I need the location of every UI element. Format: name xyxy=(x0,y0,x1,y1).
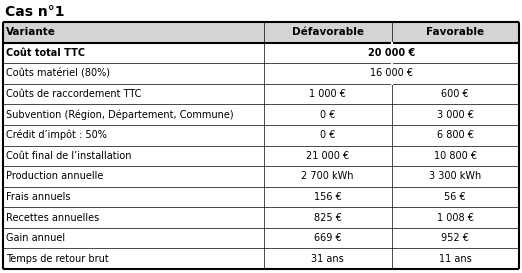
Text: 6 800 €: 6 800 € xyxy=(437,130,473,140)
Bar xyxy=(3,187,519,207)
Text: 600 €: 600 € xyxy=(442,89,469,99)
Text: 0 €: 0 € xyxy=(320,130,335,140)
Text: 20 000 €: 20 000 € xyxy=(367,48,415,58)
Text: Frais annuels: Frais annuels xyxy=(6,192,70,202)
Bar xyxy=(3,104,519,125)
Text: 156 €: 156 € xyxy=(314,192,341,202)
Text: 16 000 €: 16 000 € xyxy=(370,69,413,78)
Bar xyxy=(3,248,519,269)
Text: Défavorable: Défavorable xyxy=(292,27,363,37)
Text: Coût total TTC: Coût total TTC xyxy=(6,48,85,58)
Text: Variante: Variante xyxy=(6,27,56,37)
Bar xyxy=(3,43,519,63)
Text: 11 ans: 11 ans xyxy=(439,254,472,264)
Text: Cas n°1: Cas n°1 xyxy=(5,5,65,19)
Text: 56 €: 56 € xyxy=(444,192,466,202)
Text: 3 300 kWh: 3 300 kWh xyxy=(429,171,481,181)
Text: 10 800 €: 10 800 € xyxy=(434,151,477,161)
Text: Gain annuel: Gain annuel xyxy=(6,233,65,243)
Bar xyxy=(3,63,519,84)
Text: Subvention (Région, Département, Commune): Subvention (Région, Département, Commune… xyxy=(6,109,234,120)
Bar xyxy=(3,125,519,146)
Text: 952 €: 952 € xyxy=(441,233,469,243)
Text: Temps de retour brut: Temps de retour brut xyxy=(6,254,109,264)
Text: Production annuelle: Production annuelle xyxy=(6,171,103,181)
Text: 21 000 €: 21 000 € xyxy=(306,151,349,161)
Text: Recettes annuelles: Recettes annuelles xyxy=(6,213,99,222)
Bar xyxy=(3,146,519,166)
Text: Crédit d’impôt : 50%: Crédit d’impôt : 50% xyxy=(6,130,107,140)
Text: 31 ans: 31 ans xyxy=(311,254,344,264)
Text: Coûts de raccordement TTC: Coûts de raccordement TTC xyxy=(6,89,141,99)
Text: 1 008 €: 1 008 € xyxy=(437,213,473,222)
Text: 3 000 €: 3 000 € xyxy=(437,110,473,120)
Text: Coûts matériel (80%): Coûts matériel (80%) xyxy=(6,69,110,78)
Bar xyxy=(3,228,519,248)
Text: Coût final de l’installation: Coût final de l’installation xyxy=(6,151,132,161)
Text: Favorable: Favorable xyxy=(426,27,484,37)
Bar xyxy=(3,166,519,187)
Bar xyxy=(3,22,519,43)
Text: 0 €: 0 € xyxy=(320,110,335,120)
Bar xyxy=(3,207,519,228)
Bar xyxy=(3,84,519,104)
Text: 825 €: 825 € xyxy=(314,213,341,222)
Text: 2 700 kWh: 2 700 kWh xyxy=(301,171,354,181)
Text: 1 000 €: 1 000 € xyxy=(309,89,346,99)
Text: 669 €: 669 € xyxy=(314,233,341,243)
